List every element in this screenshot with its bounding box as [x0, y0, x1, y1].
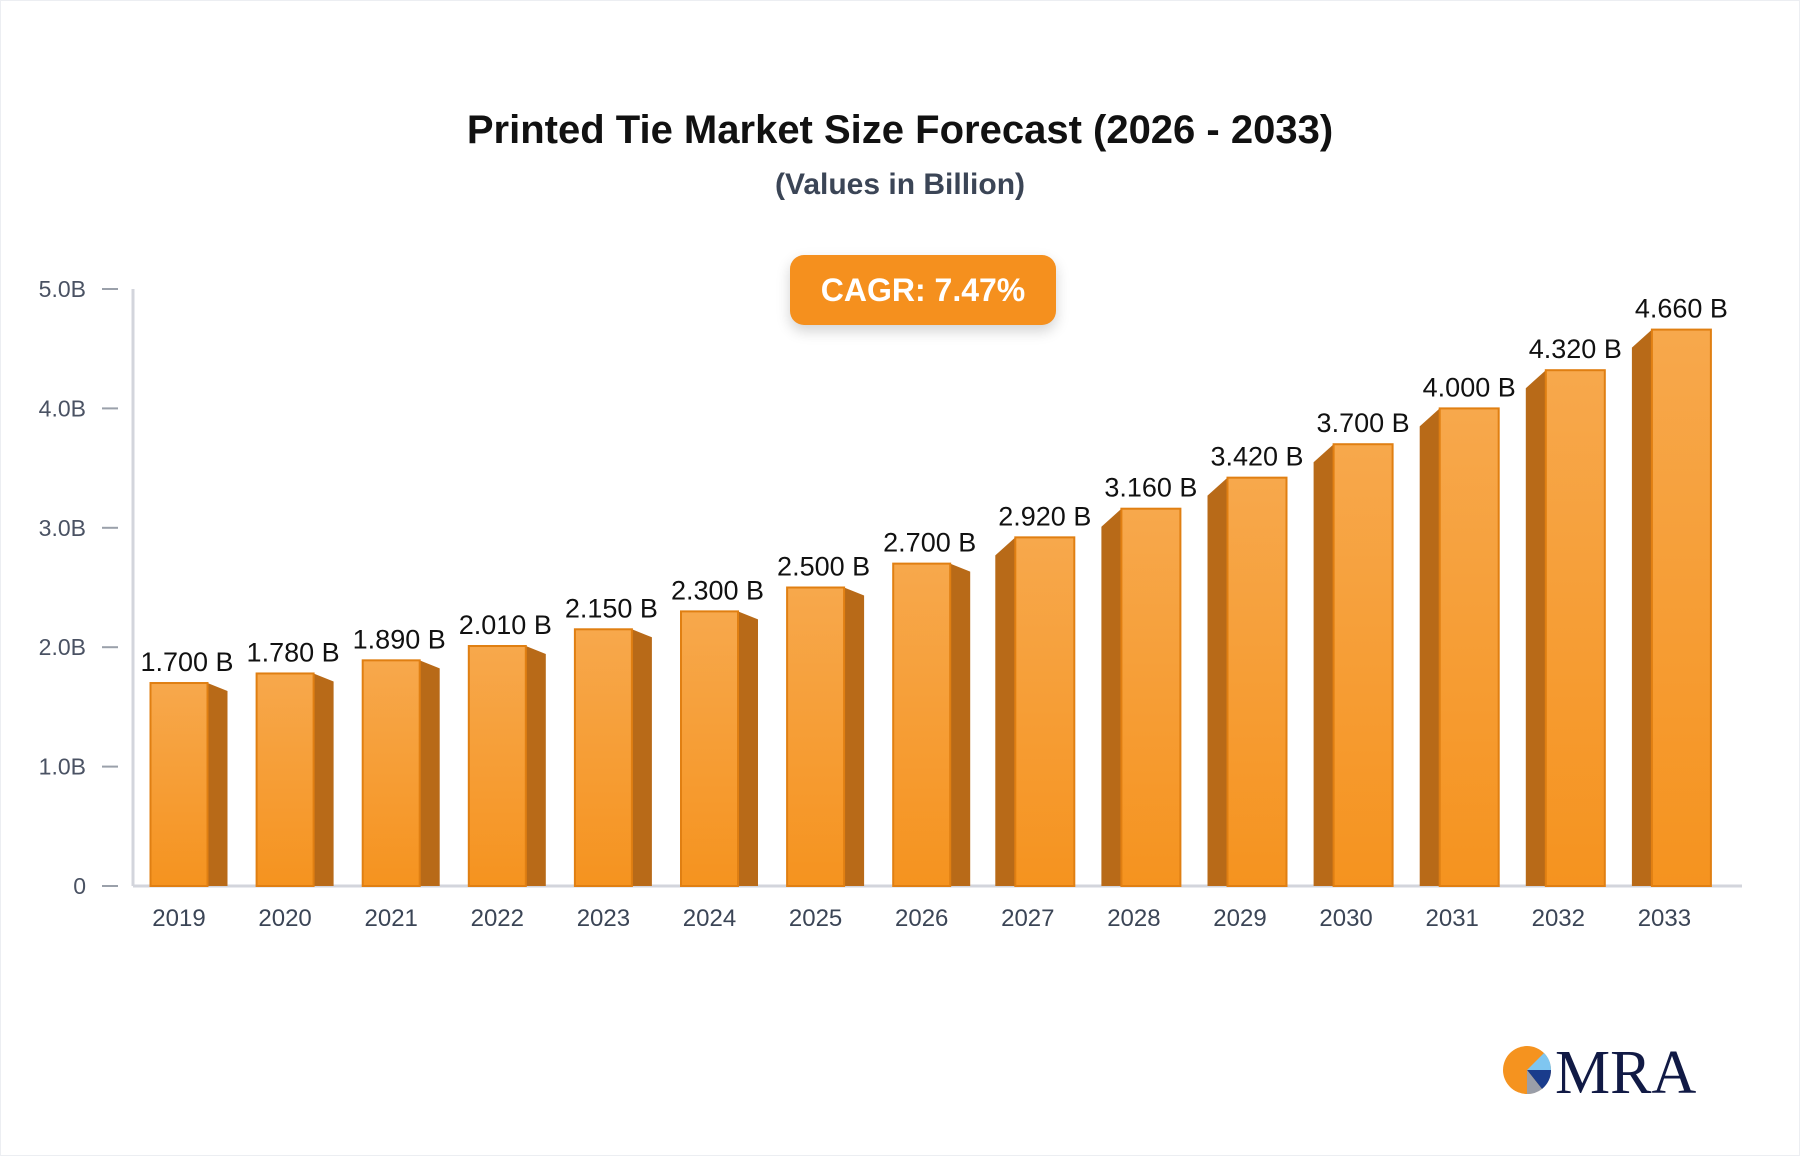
x-tick-label: 2025: [789, 905, 842, 932]
data-label: 1.780 B: [247, 637, 340, 667]
x-tick-label: 2023: [577, 905, 630, 932]
data-label: 1.890 B: [353, 624, 446, 654]
x-tick-label: 2027: [1001, 905, 1054, 932]
x-tick-label: 2022: [471, 905, 524, 932]
chart-subtitle: (Values in Billion): [774, 168, 1026, 201]
bar-side: [844, 587, 865, 886]
bar: [1332, 443, 1394, 887]
bar-side: [1631, 329, 1652, 886]
bar: [1014, 536, 1076, 887]
x-tick-label: 2033: [1638, 905, 1691, 932]
x-tick-label: 2026: [895, 905, 948, 932]
bar-side: [419, 660, 440, 886]
x-tick-label: 2030: [1319, 905, 1372, 932]
y-tick-label: 5.0B: [39, 276, 86, 302]
bar-side: [995, 537, 1016, 886]
bar: [361, 659, 421, 887]
data-label: 2.700 B: [883, 528, 976, 558]
bar: [1120, 507, 1182, 887]
bar: [255, 672, 315, 888]
bar: [1650, 328, 1712, 887]
x-tick-label: 2024: [683, 905, 736, 932]
y-tick-label: 1.0B: [39, 754, 86, 780]
bar: [573, 628, 633, 887]
bar-side: [950, 563, 971, 886]
data-label: 4.000 B: [1423, 372, 1516, 402]
x-tick-label: 2031: [1426, 905, 1479, 932]
data-label: 2.150 B: [565, 593, 658, 623]
y-tick-label: 2.0B: [39, 634, 86, 660]
bar: [1226, 476, 1288, 887]
logo-text: MRA: [1555, 1039, 1696, 1106]
bar-side: [207, 683, 228, 886]
data-label: 2.920 B: [998, 501, 1091, 531]
x-tick-label: 2029: [1213, 905, 1266, 932]
bar: [680, 610, 739, 887]
bar-side: [1207, 477, 1228, 886]
y-tick-label: 0: [73, 873, 86, 899]
bar-side: [1101, 508, 1122, 886]
bar-side: [1525, 370, 1546, 886]
y-tick-label: 4.0B: [39, 395, 86, 421]
bar-side: [738, 611, 758, 886]
bar: [149, 682, 209, 888]
x-tick-label: 2021: [365, 905, 418, 932]
data-label: 3.160 B: [1104, 473, 1197, 503]
bar-side: [1419, 408, 1440, 886]
data-label: 2.010 B: [459, 610, 552, 640]
x-tick-label: 2028: [1107, 905, 1160, 932]
data-label: 2.300 B: [671, 575, 764, 605]
bar: [1438, 407, 1500, 887]
bar-side: [1313, 444, 1334, 886]
x-tick-label: 2032: [1532, 905, 1585, 932]
data-label: 1.700 B: [140, 647, 233, 677]
data-label: 3.700 B: [1317, 408, 1410, 438]
bar: [1544, 369, 1606, 887]
y-tick-label: 3.0B: [39, 515, 86, 541]
x-tick-label: 2020: [258, 905, 311, 932]
data-label: 4.320 B: [1529, 334, 1622, 364]
data-label: 2.500 B: [777, 552, 870, 582]
bar-side: [631, 629, 652, 886]
bar-side: [313, 673, 334, 886]
cagr-badge: CAGR: 7.47%: [790, 255, 1056, 325]
data-label: 3.420 B: [1210, 442, 1303, 472]
data-label: 4.660 B: [1635, 294, 1728, 324]
chart-title: Printed Tie Market Size Forecast (2026 -…: [466, 108, 1334, 152]
x-tick-label: 2019: [152, 905, 205, 932]
bar: [467, 645, 527, 887]
mra-logo: MRA: [1503, 1039, 1696, 1106]
bar: [892, 562, 952, 887]
bar: [786, 586, 846, 887]
bar-side: [525, 646, 546, 886]
